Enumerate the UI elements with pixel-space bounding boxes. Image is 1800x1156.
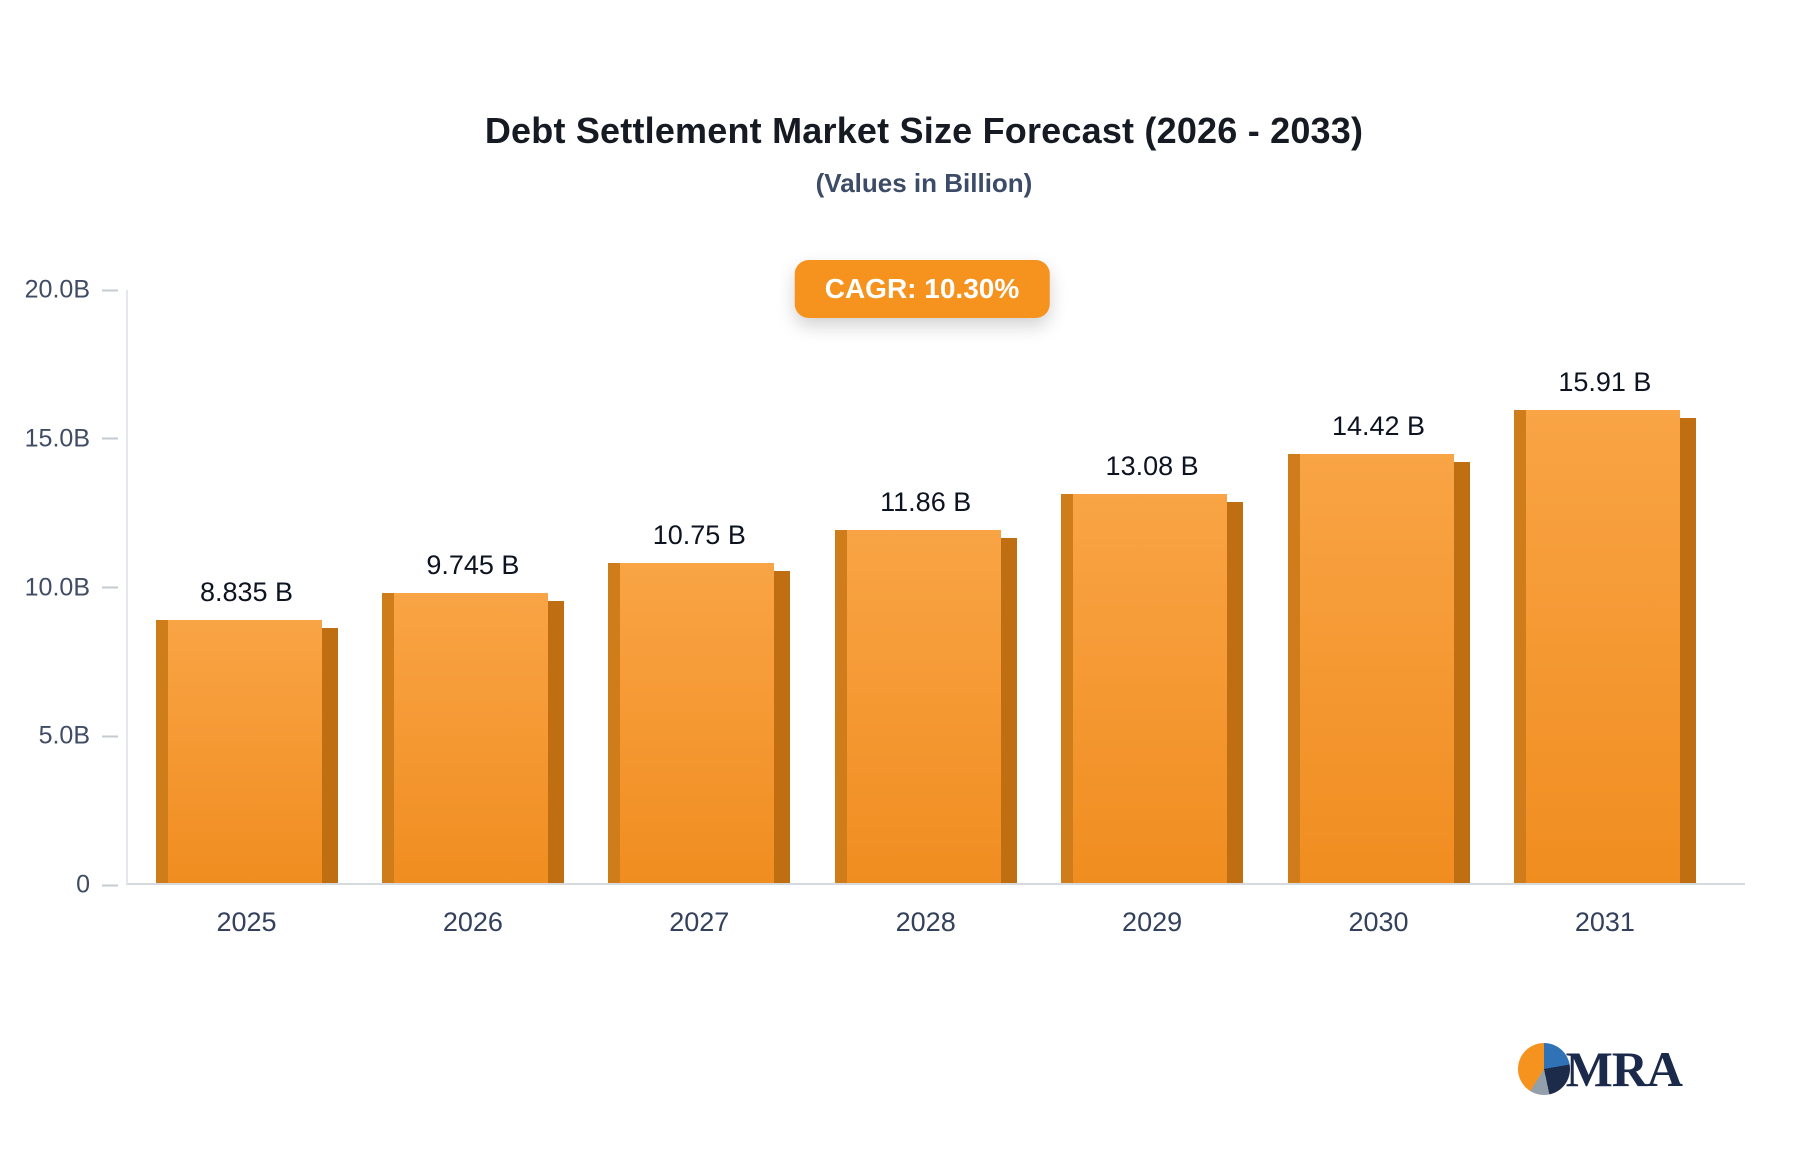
x-axis-label-2025: 2025 [216, 907, 277, 937]
bar-2031: 15.91 B [1513, 367, 1696, 883]
bar-2027: 10.75 B [608, 520, 791, 883]
bar-value-label-2029: 13.08 B [1105, 450, 1199, 481]
bar-right-side [1000, 538, 1017, 883]
bar-face [846, 530, 1001, 883]
y-tick-20.0B: 20.0B [25, 276, 118, 305]
bar-right-side [774, 571, 791, 883]
bar-right-side [1227, 501, 1244, 883]
bar-right-side [1453, 462, 1470, 883]
y-axis-ticks: 0 5.0B 10.0B 15.0B 20.0B [25, 276, 1745, 899]
bar-face [1073, 493, 1228, 883]
bar-2026: 9.745 B [381, 550, 564, 883]
bar-face [1525, 409, 1680, 883]
bar-2029: 13.08 B [1061, 451, 1244, 883]
bar-2025: 8.835 B [155, 577, 338, 883]
y-tick-15.0B: 15.0B [25, 424, 118, 453]
y-tick-mark [102, 884, 118, 886]
y-tick-mark [102, 586, 118, 589]
x-axis-label-2027: 2027 [669, 907, 730, 937]
y-tick-5.0B: 5.0B [39, 722, 118, 751]
plot-area: 0 5.0B 10.0B 15.0B 20.0B 8.835 B 2025 9.745 B 2… [25, 276, 1745, 937]
bar-value-label-2026: 9.745 B [426, 550, 520, 581]
bar-value-label-2027: 10.75 B [652, 520, 746, 551]
y-tick-0: 0 [76, 871, 118, 900]
bar-left-edge [1513, 409, 1526, 883]
cagr-badge: CAGR: 10.30% [794, 260, 1050, 318]
y-tick-label: 10.0B [24, 573, 90, 601]
bar-left-edge [834, 530, 847, 883]
logo-text: MRA [1565, 1041, 1683, 1097]
brand-logo: MRA [1517, 1040, 1683, 1098]
y-tick-label: 20.0B [24, 275, 90, 304]
y-tick-10.0B: 10.0B [25, 573, 118, 602]
bar-value-label-2025: 8.835 B [199, 577, 294, 608]
bar-right-side [547, 601, 564, 883]
bar-face [1299, 454, 1454, 883]
bar-left-edge [1287, 454, 1300, 883]
x-axis-label-2030: 2030 [1348, 907, 1409, 937]
x-axis-label-2026: 2026 [442, 907, 503, 937]
bar-left-edge [155, 620, 168, 883]
y-tick-mark [102, 437, 118, 440]
chart-title: Debt Settlement Market Size Forecast (20… [484, 110, 1364, 151]
y-tick-label: 15.0B [24, 424, 90, 453]
x-axis-label-2028: 2028 [895, 907, 956, 937]
chart-subtitle: (Values in Billion) [815, 168, 1033, 198]
y-tick-mark [102, 289, 118, 291]
y-tick-label: 5.0B [38, 721, 90, 750]
logo-pie-icon [1517, 1043, 1570, 1095]
bar-2030: 14.42 B [1287, 411, 1470, 883]
x-axis-label-2029: 2029 [1122, 907, 1183, 937]
bar-right-side [321, 628, 338, 883]
bar-value-label-2028: 11.86 B [880, 487, 972, 518]
y-tick-label: 0 [76, 870, 90, 899]
bar-face [167, 620, 322, 883]
bar-left-edge [608, 563, 621, 883]
bar-face [620, 563, 775, 883]
bar-value-label-2031: 15.91 B [1558, 366, 1652, 397]
bars-container: 8.835 B 2025 9.745 B 2026 10.75 B 2027 11.86 B… [128, 290, 1745, 937]
bar-right-side [1679, 417, 1696, 883]
bar-face [393, 593, 548, 883]
y-tick-mark [102, 735, 118, 738]
bar-2028: 11.86 B [834, 487, 1017, 883]
bar-left-edge [381, 593, 394, 883]
bar-left-edge [1061, 493, 1074, 883]
x-axis-label-2031: 2031 [1574, 907, 1635, 937]
bar-value-label-2030: 14.42 B [1331, 411, 1426, 442]
